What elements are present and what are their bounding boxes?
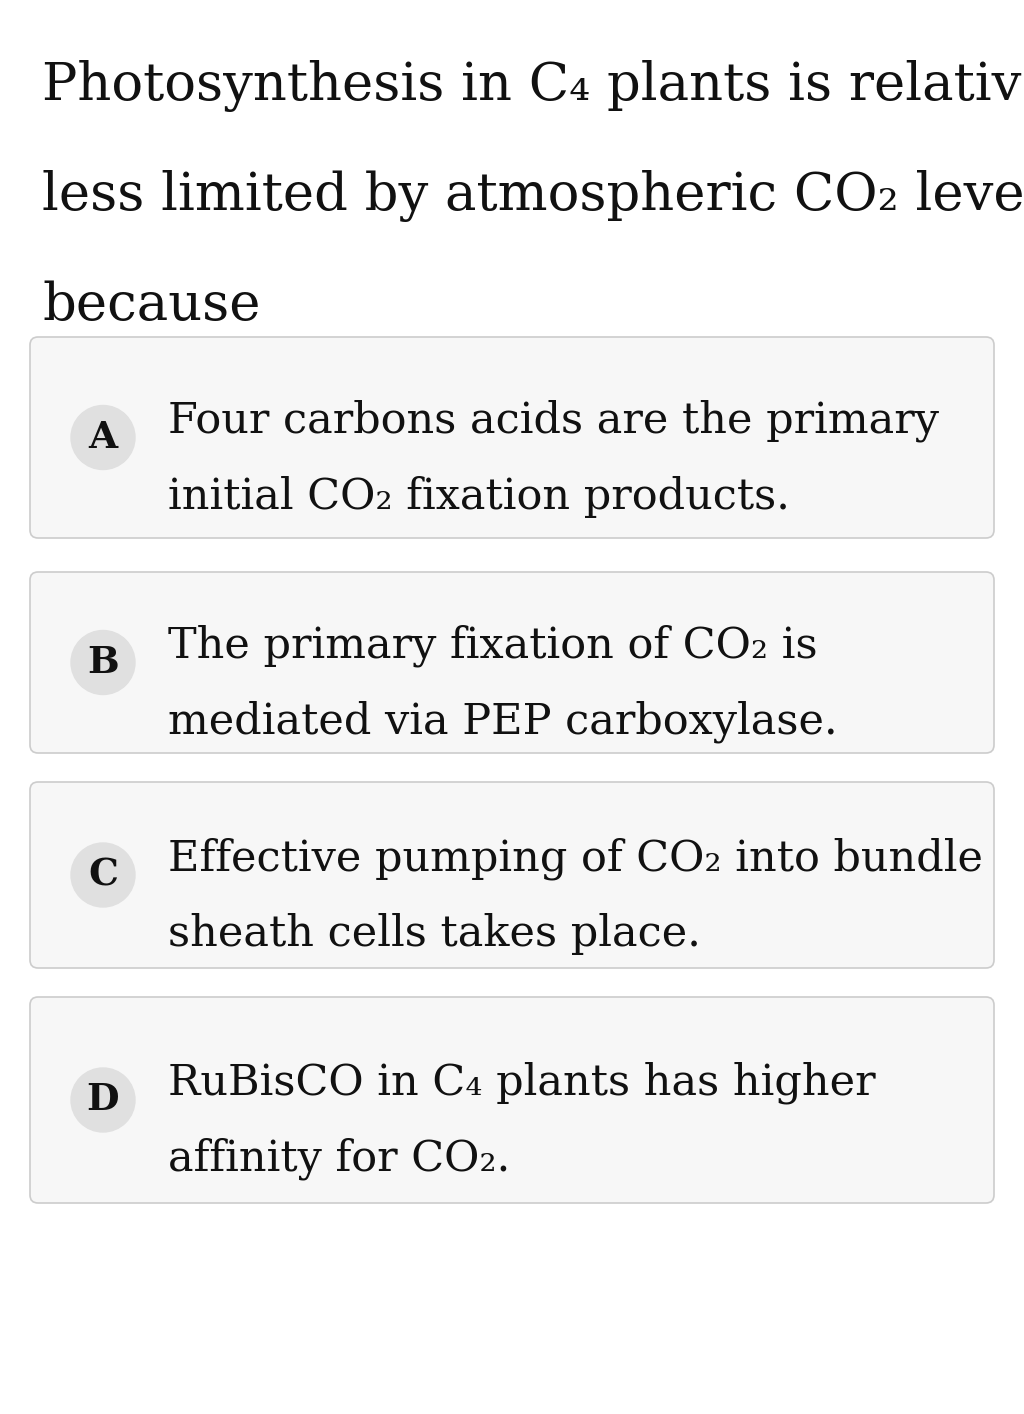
Text: A: A <box>88 419 118 455</box>
Text: affinity for CO₂.: affinity for CO₂. <box>168 1138 510 1181</box>
Circle shape <box>71 1068 135 1133</box>
Text: B: B <box>87 643 119 682</box>
Circle shape <box>71 631 135 694</box>
Text: C: C <box>88 857 118 894</box>
Text: sheath cells takes place.: sheath cells takes place. <box>168 913 700 954</box>
Text: initial CO₂ fixation products.: initial CO₂ fixation products. <box>168 475 790 518</box>
Text: Effective pumping of CO₂ into bundle: Effective pumping of CO₂ into bundle <box>168 837 983 880</box>
Text: RuBisCO in C₄ plants has higher: RuBisCO in C₄ plants has higher <box>168 1062 876 1104</box>
Text: Photosynthesis in C₄ plants is relatively: Photosynthesis in C₄ plants is relativel… <box>42 59 1024 112</box>
FancyBboxPatch shape <box>30 997 994 1203</box>
FancyBboxPatch shape <box>30 337 994 537</box>
Text: because: because <box>42 280 260 331</box>
FancyBboxPatch shape <box>30 782 994 969</box>
Circle shape <box>71 843 135 906</box>
FancyBboxPatch shape <box>30 573 994 754</box>
Text: D: D <box>87 1082 120 1118</box>
Text: The primary fixation of CO₂ is: The primary fixation of CO₂ is <box>168 625 817 667</box>
Circle shape <box>71 406 135 469</box>
Text: less limited by atmospheric CO₂ levels: less limited by atmospheric CO₂ levels <box>42 170 1024 222</box>
Text: Four carbons acids are the primary: Four carbons acids are the primary <box>168 400 939 443</box>
Text: mediated via PEP carboxylase.: mediated via PEP carboxylase. <box>168 700 838 742</box>
